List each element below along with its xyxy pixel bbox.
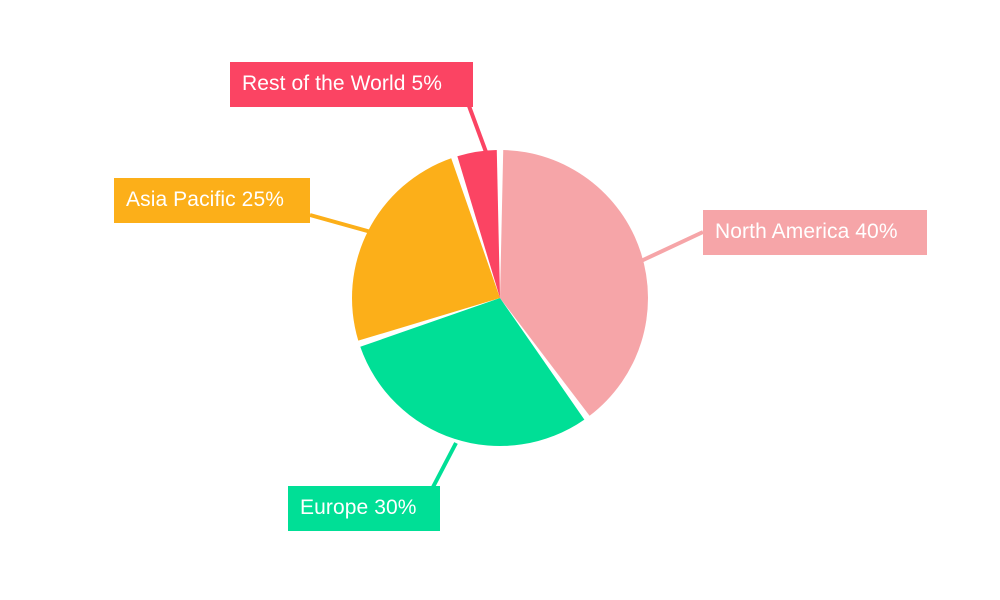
pie-slice-rest-of-the-world[interactable] bbox=[457, 150, 500, 298]
leader-line-asia-pacific bbox=[309, 213, 372, 234]
pie-slice-europe[interactable] bbox=[360, 298, 585, 446]
pie-slice-asia-pacific[interactable] bbox=[352, 158, 500, 341]
pie-label-rest-of-the-world[interactable]: Rest of the World 5% bbox=[230, 62, 473, 107]
leader-line-europe bbox=[430, 442, 458, 490]
leader-line-north-america bbox=[640, 230, 704, 263]
pie-label-north-america[interactable]: North America 40% bbox=[703, 210, 927, 255]
leader-lines-group bbox=[309, 105, 704, 490]
pie-slices-group bbox=[352, 150, 648, 446]
pie-label-asia-pacific[interactable]: Asia Pacific 25% bbox=[114, 178, 310, 223]
leader-line-rest-of-the-world bbox=[467, 105, 488, 153]
pie-label-europe[interactable]: Europe 30% bbox=[288, 486, 440, 531]
pie-slice-north-america[interactable] bbox=[500, 150, 648, 416]
